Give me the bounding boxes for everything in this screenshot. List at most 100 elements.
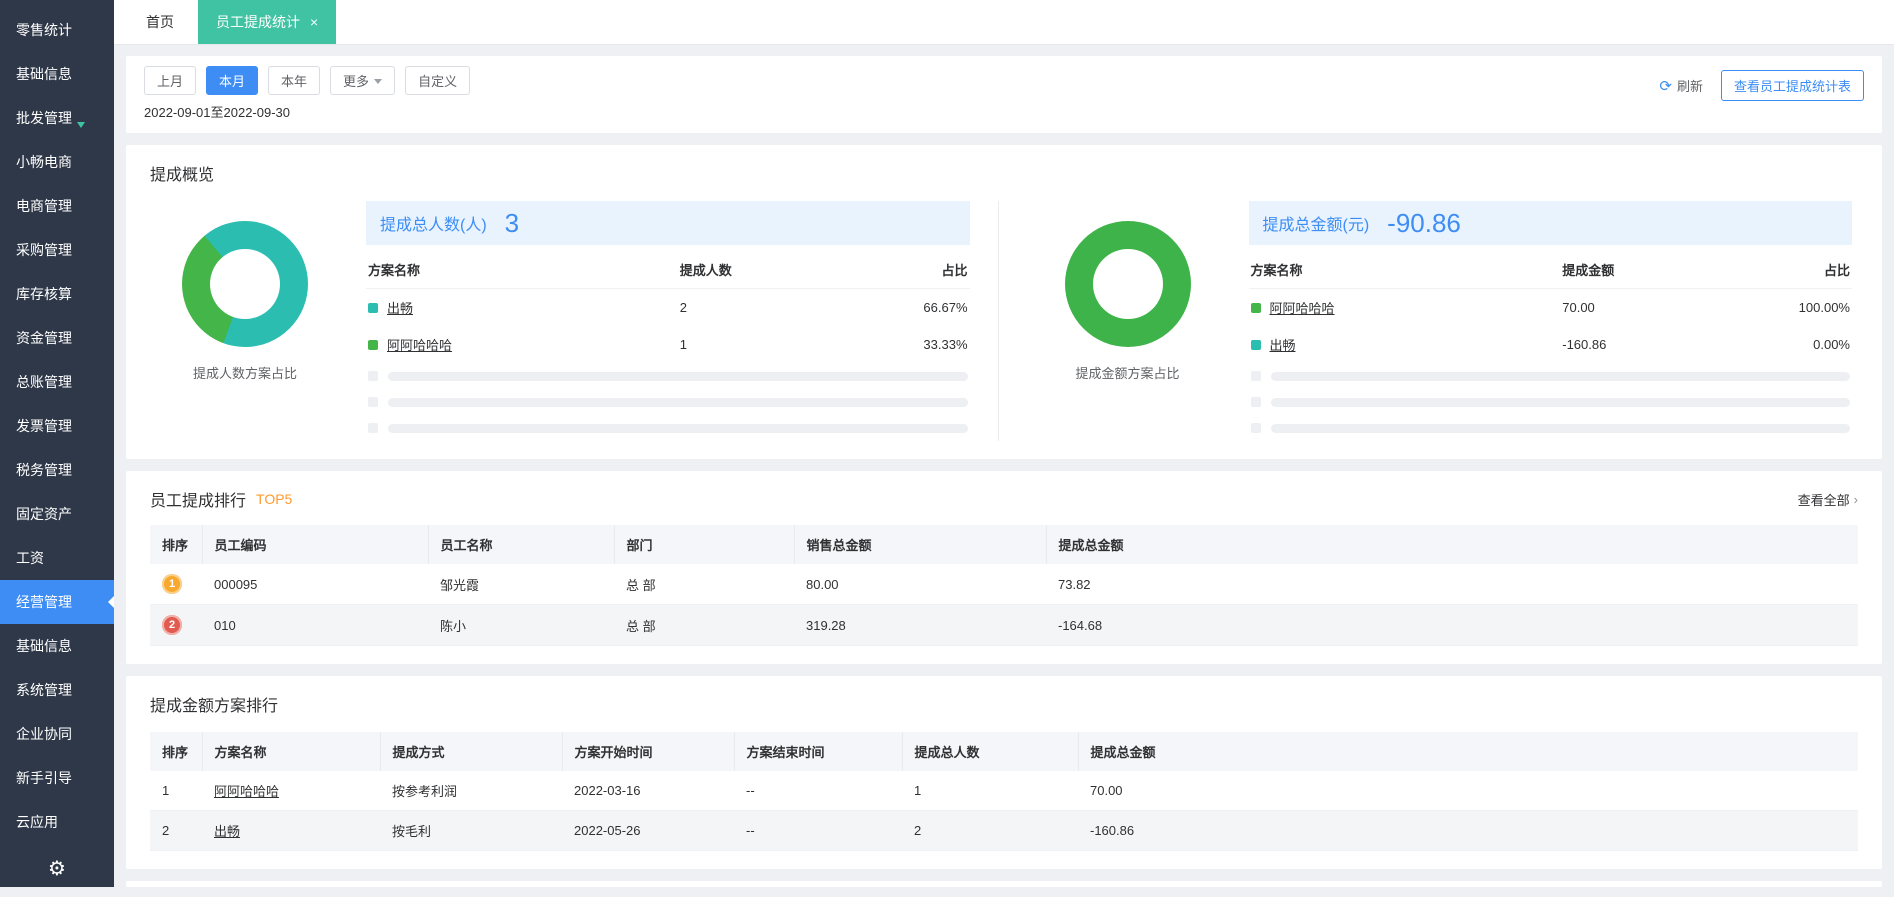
sidebar-item-wholesale-mgmt[interactable]: 批发管理 [0, 96, 114, 140]
tab-home[interactable]: 首页 [146, 14, 174, 30]
sidebar-item-cloud-apps[interactable]: 云应用 [0, 800, 114, 844]
col-header: 方案名称 [202, 732, 381, 771]
cell: 按毛利 [380, 810, 562, 851]
plan-link[interactable]: 阿阿哈哈哈 [1269, 301, 1335, 316]
tab-employee-commission-stats[interactable]: 员工提成统计 × [198, 0, 337, 44]
filter-this-month-button[interactable]: 本月 [206, 66, 259, 95]
chevron-down-icon [77, 122, 85, 132]
cell: 73.82 [1046, 564, 1858, 605]
series-dot [1250, 339, 1261, 350]
sidebar-item-label: 新手引导 [16, 770, 72, 786]
gear-icon[interactable]: ⚙ [48, 858, 66, 880]
sidebar-item-label: 总账管理 [16, 374, 72, 390]
chevron-right-icon: › [1853, 491, 1858, 507]
cell: -- [734, 810, 902, 851]
cell: 319.28 [794, 604, 1046, 646]
cell: 0.00% [1813, 337, 1850, 352]
sidebar-item-label: 库存核算 [16, 286, 72, 302]
date-filter-group: 上月 本月 本年 更多 自定义 [144, 66, 471, 95]
sidebar-item-retail-stats[interactable]: 零售统计 [0, 8, 114, 52]
sidebar-item-operations-mgmt[interactable]: 经营管理 [0, 580, 114, 624]
col-header: 占比 [941, 263, 968, 278]
sidebar-item-inventory-accounting[interactable]: 库存核算 [0, 272, 114, 316]
table-header-row: 排序 员工编码 员工名称 部门 销售总金额 提成总金额 [150, 525, 1858, 564]
sidebar-item-label: 基础信息 [16, 66, 72, 82]
series-dot [1250, 302, 1261, 313]
col-header: 提成总金额 [1078, 732, 1858, 771]
plan-link[interactable]: 阿阿哈哈哈 [387, 338, 453, 353]
sidebar-item-xiaochang-ecommerce[interactable]: 小畅电商 [0, 140, 114, 184]
plan-link[interactable]: 出畅 [1269, 338, 1296, 353]
sidebar-item-label: 批发管理 [16, 110, 72, 126]
filter-last-month-button[interactable]: 上月 [144, 66, 197, 95]
sidebar-item-tax-mgmt[interactable]: 税务管理 [0, 448, 114, 492]
filter-right: ⟳ 刷新 查看员工提成统计表 [1659, 66, 1864, 101]
col-header: 员工编码 [202, 525, 429, 564]
amount-stats-table: 方案名称 提成金额 占比 阿阿哈哈哈 70.00 100.00% [1248, 251, 1852, 441]
refresh-button[interactable]: ⟳ 刷新 [1659, 76, 1703, 95]
skeleton-row [366, 415, 970, 441]
cell: 010 [202, 604, 428, 646]
sidebar-item-fixed-assets[interactable]: 固定资产 [0, 492, 114, 536]
amount-chart-label: 提成金额方案占比 [1075, 366, 1180, 381]
people-donut-chart [182, 221, 308, 347]
chevron-down-icon [374, 78, 383, 88]
sidebar-item-payroll[interactable]: 工资 [0, 536, 114, 580]
sidebar-item-invoice-mgmt[interactable]: 发票管理 [0, 404, 114, 448]
refresh-icon: ⟳ [1659, 77, 1672, 95]
view-report-button[interactable]: 查看员工提成统计表 [1720, 70, 1864, 101]
amount-overview-panel: 提成金额方案占比 提成总金额(元) -90.86 方案名称 提成金额 [997, 201, 1859, 441]
cell: 66.67% [923, 300, 968, 315]
stats-header-row: 方案名称 提成金额 占比 [1248, 251, 1852, 289]
plan-link[interactable]: 阿阿哈哈哈 [214, 784, 280, 799]
plan-ranking-title: 提成金额方案排行 [150, 698, 279, 715]
employee-ranking-title: 员工提成排行 [150, 493, 247, 510]
col-header: 排序 [150, 525, 203, 564]
cell: 按参考利润 [380, 771, 562, 811]
cell: 000095 [202, 564, 428, 605]
filter-custom-button[interactable]: 自定义 [405, 66, 471, 95]
cell: 70.00 [1078, 771, 1858, 811]
sidebar-item-basic-info[interactable]: 基础信息 [0, 52, 114, 96]
people-stats-table: 方案名称 提成人数 占比 出畅 2 66.67% [366, 251, 970, 441]
sidebar-item-funds-mgmt[interactable]: 资金管理 [0, 316, 114, 360]
plan-ranking-card: 提成金额方案排行 排序 方案名称 提成方式 方案开始时间 方案结束时间 提成总人… [126, 676, 1882, 869]
employee-ranking-card: 员工提成排行 TOP5 查看全部 › 排序 员工编码 员工名称 部门 [126, 471, 1882, 664]
people-chart-column: 提成人数方案占比 [150, 201, 340, 441]
col-header: 提成总金额 [1046, 525, 1858, 564]
table-row: 2 010 陈小 总 部 319.28 -164.68 [150, 604, 1858, 646]
filter-this-year-button[interactable]: 本年 [268, 66, 321, 95]
cell: 1 [679, 337, 687, 352]
table-row: 1 阿阿哈哈哈 按参考利润 2022-03-16 -- 1 70.00 [150, 771, 1858, 811]
plan-link[interactable]: 出畅 [387, 301, 414, 316]
view-all-link[interactable]: 查看全部 › [1798, 490, 1858, 509]
filter-more-button[interactable]: 更多 [330, 66, 396, 95]
stats-header-row: 方案名称 提成人数 占比 [366, 251, 970, 289]
content-area[interactable]: 上月 本月 本年 更多 自定义 2022-09-01至2022-09-30 ⟳ … [114, 44, 1894, 887]
sidebar-item-basic-info-2[interactable]: 基础信息 [0, 624, 114, 668]
cell: -- [734, 771, 902, 811]
sidebar-item-general-ledger[interactable]: 总账管理 [0, 360, 114, 404]
sidebar-item-system-mgmt[interactable]: 系统管理 [0, 668, 114, 712]
sidebar-item-label: 基础信息 [16, 638, 72, 654]
sidebar-item-beginner-guide[interactable]: 新手引导 [0, 756, 114, 800]
sidebar-item-enterprise-collab[interactable]: 企业协同 [0, 712, 114, 756]
sidebar-item-label: 小畅电商 [16, 154, 72, 170]
overview-title: 提成概览 [150, 167, 215, 184]
sidebar-item-ecommerce-mgmt[interactable]: 电商管理 [0, 184, 114, 228]
sidebar-nav: 零售统计 基础信息 批发管理 小畅电商 电商管理 采购管理 库存核算 资金管理 … [0, 0, 114, 844]
dept-commission-card: 部门提成情况 序号 部门名称 提成方式 方案开始时间 方案结束时间 参与提成人数… [126, 881, 1882, 887]
close-tab-icon[interactable]: × [310, 14, 319, 30]
employee-ranking-header: 员工提成排行 TOP5 查看全部 › [150, 487, 1858, 511]
amount-metric-value: -90.86 [1387, 207, 1461, 238]
col-header: 提成方式 [380, 732, 563, 771]
table-row: 1 000095 邹光霞 总 部 80.00 73.82 [150, 564, 1858, 605]
cell: -160.86 [1078, 810, 1858, 851]
people-metric-bar: 提成总人数(人) 3 [366, 201, 970, 245]
cell: 2022-05-26 [562, 810, 734, 851]
sidebar-item-label: 云应用 [16, 814, 58, 830]
sidebar-item-purchase-mgmt[interactable]: 采购管理 [0, 228, 114, 272]
plan-link[interactable]: 出畅 [214, 824, 241, 839]
cell: 1 [150, 771, 202, 811]
cell: 邹光霞 [428, 564, 614, 605]
